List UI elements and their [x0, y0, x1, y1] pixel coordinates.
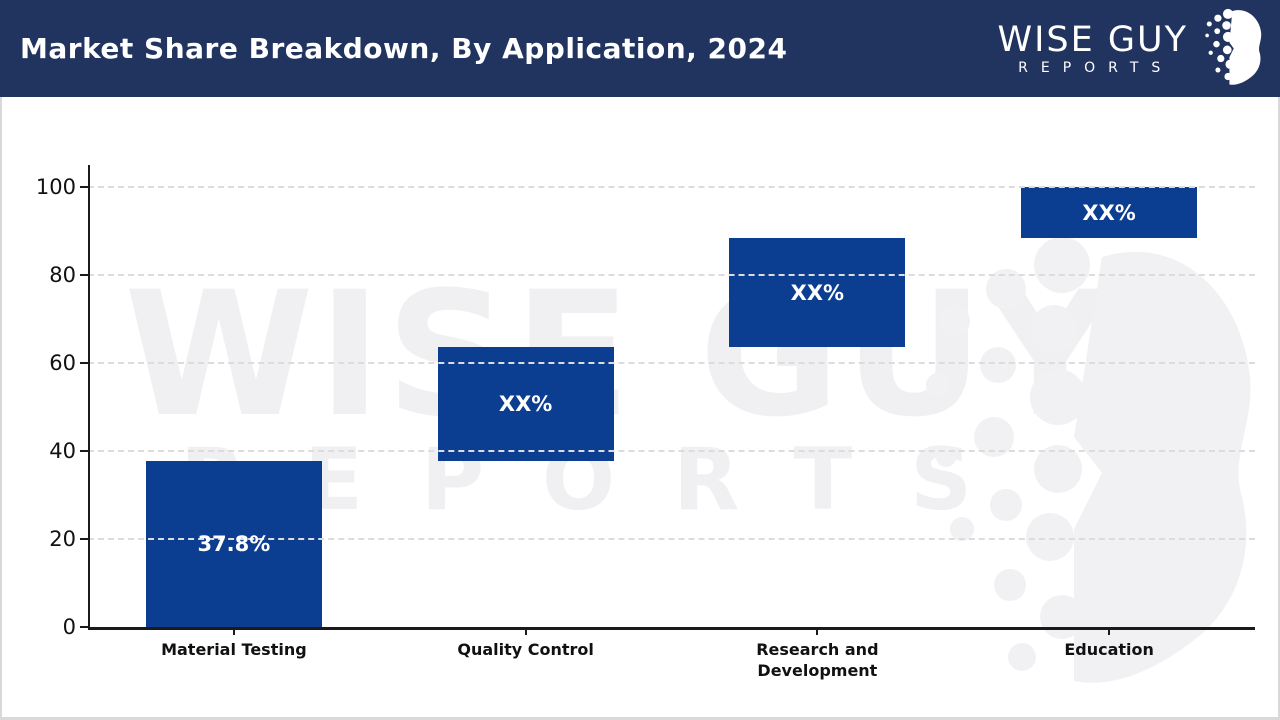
bar-value-label: XX% — [790, 280, 845, 305]
y-axis-label: 40 — [49, 439, 76, 463]
logo-head-icon — [1192, 6, 1264, 92]
x-axis-label: Quality Control — [457, 640, 594, 659]
y-axis-tick — [80, 538, 88, 540]
bar — [729, 238, 906, 348]
gridline — [88, 362, 1255, 364]
y-axis-line — [88, 165, 90, 629]
y-axis-label: 100 — [35, 175, 76, 199]
y-axis-tick — [80, 274, 88, 276]
bar-value-label: XX% — [1082, 200, 1136, 225]
logo-reports-label: REPORTS — [1018, 59, 1174, 76]
watermark-head-icon — [862, 217, 1262, 701]
y-axis-tick — [80, 362, 88, 364]
logo: WISE GUY REPORTS — [997, 8, 1264, 90]
y-axis-tick — [80, 186, 88, 188]
x-axis-tick — [524, 627, 527, 635]
gridline — [88, 274, 1255, 276]
y-axis-label: 80 — [49, 263, 76, 287]
y-axis-tick — [80, 626, 88, 628]
bar — [145, 460, 322, 627]
y-axis-label: 20 — [49, 527, 76, 551]
y-axis-label: 0 — [62, 615, 76, 639]
gridline — [88, 186, 1255, 188]
gridline — [88, 450, 1255, 452]
x-axis-label: Research and Development — [756, 640, 879, 680]
gridline — [88, 538, 1255, 540]
x-axis-line — [88, 627, 1255, 630]
header-bar: Market Share Breakdown, By Application, … — [0, 0, 1280, 97]
x-axis-label: Education — [1064, 640, 1154, 659]
y-axis-tick — [80, 450, 88, 452]
watermark-wordmark: WISE GUY — [124, 254, 1117, 455]
x-axis-tick — [1108, 627, 1111, 635]
bar-value-label: XX% — [498, 391, 553, 416]
x-axis-tick — [232, 627, 235, 635]
logo-text: WISE GUY REPORTS — [997, 22, 1188, 76]
page-title: Market Share Breakdown, By Application, … — [20, 32, 788, 65]
y-axis-label: 60 — [49, 351, 76, 375]
logo-wordmark: WISE GUY — [997, 20, 1188, 61]
chart-area: WISE GUY REPORTS 37.8% Material Testing XX… — [0, 97, 1280, 720]
x-axis-tick — [816, 627, 819, 635]
bar-value-label: 37.8% — [197, 531, 271, 556]
bar — [437, 347, 614, 461]
bar — [1021, 187, 1198, 239]
x-axis-label: Material Testing — [161, 640, 307, 659]
